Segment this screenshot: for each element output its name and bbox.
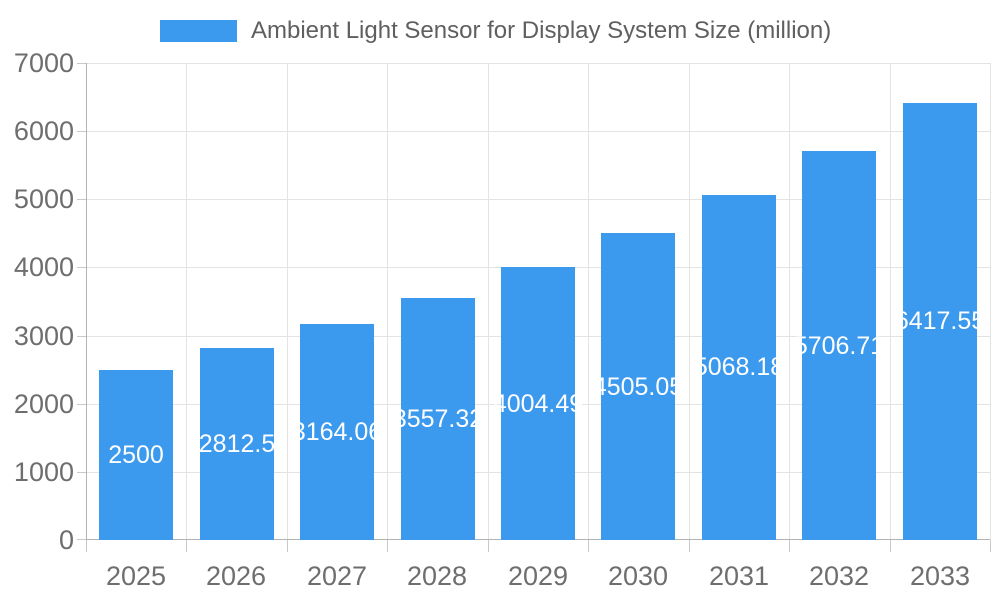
x-tick-mark — [789, 540, 790, 552]
gridline-v — [789, 63, 790, 540]
x-tick-mark — [387, 540, 388, 552]
y-tick-mark — [77, 267, 86, 268]
plot-area: 2500 2812.5 3164.06 3557.32 4004.49 4505.05 50… — [14, 49, 991, 590]
bar-value-label: 2812.5 — [198, 430, 276, 458]
y-axis-line — [86, 63, 87, 540]
y-tick-mark — [77, 472, 86, 473]
bar[interactable] — [501, 267, 575, 540]
x-tick-label: 2029 — [507, 561, 569, 591]
x-tick-label: 2031 — [708, 561, 770, 591]
y-tick-mark — [77, 131, 86, 132]
x-tick-mark — [86, 540, 87, 552]
y-tick-label: 7000 — [13, 48, 74, 78]
bar[interactable] — [601, 233, 675, 540]
gridline-v — [186, 63, 187, 540]
x-tick-mark — [588, 540, 589, 552]
bar[interactable] — [300, 324, 374, 540]
y-tick-label: 4000 — [13, 252, 74, 282]
bar-value-label: 5068.18 — [693, 353, 785, 381]
gridline-v — [890, 63, 891, 540]
y-tick-label: 3000 — [13, 321, 74, 351]
legend-swatch[interactable] — [160, 20, 237, 42]
x-tick-label: 2027 — [306, 561, 368, 591]
x-tick-mark — [186, 540, 187, 552]
bar[interactable] — [903, 103, 977, 540]
x-tick-label: 2028 — [406, 561, 468, 591]
x-tick-label: 2026 — [205, 561, 267, 591]
gridline-v — [287, 63, 288, 540]
x-tick-label: 2033 — [909, 561, 971, 591]
y-tick-label: 6000 — [13, 116, 74, 146]
y-tick-label: 5000 — [13, 184, 74, 214]
bar-value-label: 3164.06 — [291, 418, 383, 446]
y-tick-mark — [77, 199, 86, 200]
gridline-v — [990, 63, 991, 540]
x-axis-labels-layer: 2025 2026 2027 2028 2029 2030 2031 2032 2033 — [86, 63, 990, 590]
gridline-h — [86, 131, 990, 132]
gridline-v — [689, 63, 690, 540]
y-axis-labels-layer: 0 1000 2000 3000 4000 5000 6000 7000 — [14, 49, 990, 554]
bar[interactable] — [99, 370, 173, 540]
y-tick-label: 0 — [58, 525, 74, 555]
bar-value-label: 2500 — [108, 441, 164, 469]
bar-labels-layer: 2500 2812.5 3164.06 3557.32 4004.49 4505.05 50… — [86, 63, 990, 540]
y-tick-label: 2000 — [13, 389, 74, 419]
gridline-h — [86, 63, 990, 64]
bar[interactable] — [401, 298, 475, 540]
x-tick-mark — [287, 540, 288, 552]
tick-marks-layer — [77, 63, 991, 552]
x-tick-label: 2030 — [607, 561, 669, 591]
bar-value-label: 6417.55 — [894, 307, 986, 335]
x-tick-mark — [890, 540, 891, 552]
bar[interactable] — [200, 348, 274, 540]
legend[interactable]: Ambient Light Sensor for Display System … — [160, 17, 831, 45]
bar-value-label: 4505.05 — [592, 373, 684, 401]
y-tick-mark — [77, 539, 86, 540]
x-tick-mark — [488, 540, 489, 552]
x-tick-mark — [689, 540, 690, 552]
bar-value-label: 3557.32 — [392, 405, 484, 433]
y-tick-mark — [77, 404, 86, 405]
bar-value-label: 4004.49 — [492, 390, 584, 418]
y-tick-label: 1000 — [13, 457, 74, 487]
bars-layer — [86, 63, 990, 540]
x-tick-mark — [990, 540, 991, 552]
y-tick-mark — [77, 63, 86, 64]
bar-value-label: 5706.71 — [793, 332, 885, 360]
gridline-h — [86, 199, 990, 200]
chart-title: Ambient Light Sensor for Display System … — [251, 17, 832, 44]
bar[interactable] — [702, 195, 776, 540]
gridline-v — [588, 63, 589, 540]
gridline-v — [488, 63, 489, 540]
bar[interactable] — [802, 151, 876, 540]
x-tick-label: 2025 — [105, 561, 167, 591]
gridline-v — [387, 63, 388, 540]
y-tick-mark — [77, 336, 86, 337]
x-tick-label: 2032 — [808, 561, 870, 591]
